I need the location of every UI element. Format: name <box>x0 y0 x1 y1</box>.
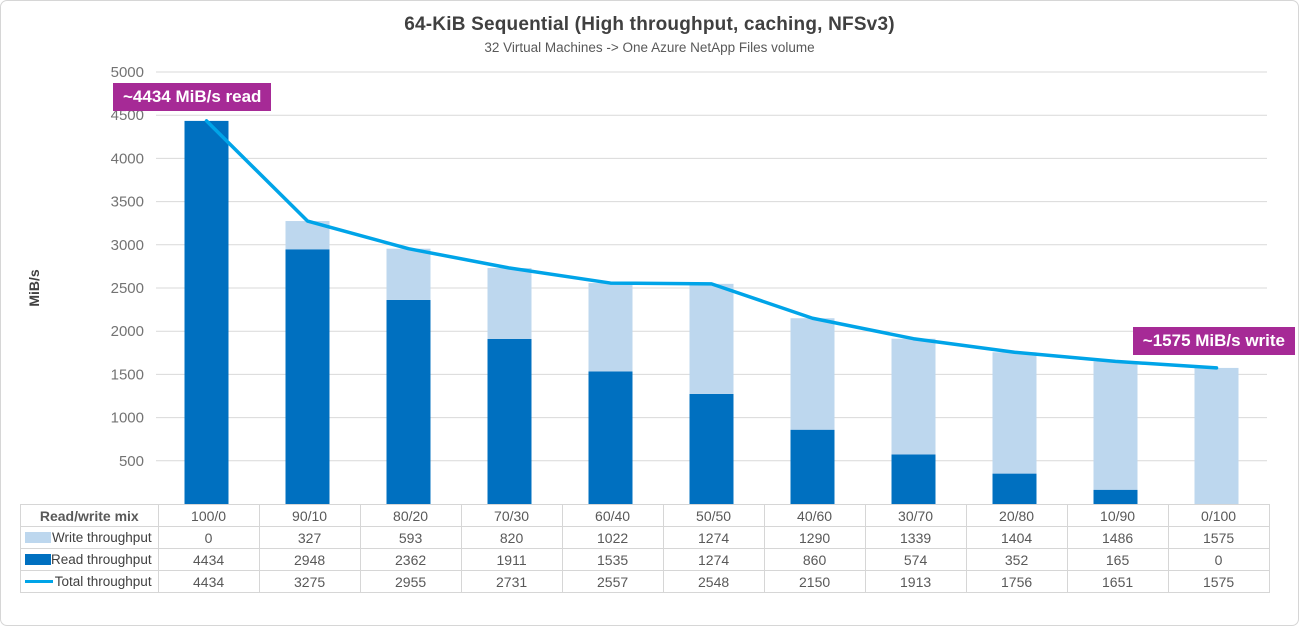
value-cell: 2731 <box>460 570 563 593</box>
legend-label: Write throughput <box>52 530 152 545</box>
table-row: Read throughput 4434 2948 2362 1911 1535 1274 8… <box>20 548 1270 571</box>
y-tick-label: 2500 <box>111 280 144 297</box>
legend-bar-swatch <box>25 554 51 565</box>
y-tick-label: 1500 <box>111 366 144 383</box>
y-tick-label: 3000 <box>111 237 144 254</box>
read-bar <box>992 473 1037 504</box>
legend-cell: Write throughput <box>20 526 159 549</box>
legend-label: Total throughput <box>54 574 152 589</box>
write-bar <box>891 338 936 455</box>
read-bar <box>891 454 936 504</box>
legend-label: Read throughput <box>51 552 152 567</box>
value-cell: 2362 <box>359 548 462 571</box>
value-cell: 2557 <box>561 570 664 593</box>
value-cell: 165 <box>1066 548 1169 571</box>
category-cell: 90/10 <box>258 504 361 527</box>
value-cell: 1274 <box>662 526 765 549</box>
legend-cell: Total throughput <box>20 570 159 593</box>
value-cell: 327 <box>258 526 361 549</box>
value-cell: 1756 <box>965 570 1068 593</box>
category-cell: 80/20 <box>359 504 462 527</box>
value-cell: 1022 <box>561 526 664 549</box>
value-cell: 2948 <box>258 548 361 571</box>
legend-line-swatch <box>25 580 53 583</box>
table-header-row: Read/write mix 100/0 90/10 80/20 70/30 60/40 5… <box>20 504 1270 527</box>
y-tick-label: 5000 <box>111 64 144 81</box>
write-bar <box>689 283 734 394</box>
read-bar <box>588 371 633 504</box>
category-cell: 100/0 <box>157 504 260 527</box>
category-cell: 70/30 <box>460 504 563 527</box>
category-cell: 30/70 <box>864 504 967 527</box>
category-cell: 10/90 <box>1066 504 1169 527</box>
y-tick-label: 2000 <box>111 323 144 340</box>
category-cell: 50/50 <box>662 504 765 527</box>
value-cell: 2548 <box>662 570 765 593</box>
value-cell: 2955 <box>359 570 462 593</box>
chart-subtitle: 32 Virtual Machines -> One Azure NetApp … <box>484 40 815 55</box>
value-cell: 593 <box>359 526 462 549</box>
table-corner-label: Read/write mix <box>20 504 159 527</box>
write-bar <box>1093 361 1138 490</box>
total-throughput-line <box>204 119 1219 370</box>
value-cell: 1913 <box>864 570 967 593</box>
value-cell: 352 <box>965 548 1068 571</box>
value-cell: 3275 <box>258 570 361 593</box>
value-cell: 1339 <box>864 526 967 549</box>
category-cell: 40/60 <box>763 504 866 527</box>
table-row: Write throughput 0 327 593 820 1022 1274 1290 13… <box>20 526 1270 549</box>
write-bar <box>992 352 1037 474</box>
value-cell: 1911 <box>460 548 563 571</box>
write-bar <box>487 268 532 339</box>
read-bar <box>487 338 532 504</box>
read-bar <box>689 393 734 504</box>
read-bar <box>386 299 431 504</box>
value-cell: 2150 <box>763 570 866 593</box>
y-tick-label: 1000 <box>111 410 144 427</box>
value-cell: 1290 <box>763 526 866 549</box>
category-cell: 20/80 <box>965 504 1068 527</box>
value-cell: 820 <box>460 526 563 549</box>
value-cell: 4434 <box>157 570 260 593</box>
value-cell: 1535 <box>561 548 664 571</box>
value-cell: 1404 <box>965 526 1068 549</box>
value-cell: 1274 <box>662 548 765 571</box>
value-cell: 0 <box>157 526 260 549</box>
write-bar <box>588 283 633 372</box>
value-cell: 860 <box>763 548 866 571</box>
table-row: Total throughput 4434 3275 2955 2731 2557 2548… <box>20 570 1270 593</box>
write-bar <box>1194 367 1239 504</box>
read-bar <box>184 120 229 504</box>
category-cell: 0/100 <box>1167 504 1270 527</box>
write-bar <box>790 318 835 430</box>
write-bar <box>386 248 431 300</box>
data-table: Read/write mix 100/0 90/10 80/20 70/30 60/40 5… <box>20 504 1270 593</box>
value-cell: 574 <box>864 548 967 571</box>
annotation-write-peak: ~1575 MiB/s write <box>1132 327 1295 355</box>
value-cell: 1575 <box>1167 526 1270 549</box>
value-cell: 1575 <box>1167 570 1270 593</box>
legend-bar-swatch <box>25 532 51 543</box>
read-bar <box>1093 489 1138 504</box>
value-cell: 1651 <box>1066 570 1169 593</box>
read-bar <box>790 429 835 504</box>
annotation-read-peak: ~4434 MiB/s read <box>113 83 272 111</box>
value-cell: 1486 <box>1066 526 1169 549</box>
value-cell: 0 <box>1167 548 1270 571</box>
y-tick-label: 3500 <box>111 194 144 211</box>
value-cell: 4434 <box>157 548 260 571</box>
category-cell: 60/40 <box>561 504 664 527</box>
y-tick-label: 4500 <box>111 107 144 124</box>
chart-title: 64-KiB Sequential (High throughput, cach… <box>404 14 895 35</box>
legend-cell: Read throughput <box>20 548 159 571</box>
y-tick-label: 4000 <box>111 150 144 167</box>
y-tick-label: 500 <box>119 453 144 470</box>
read-bar <box>285 249 330 504</box>
